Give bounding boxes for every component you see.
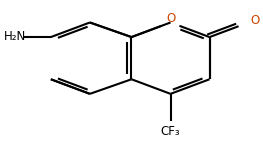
Text: O: O bbox=[250, 14, 260, 27]
Text: CF₃: CF₃ bbox=[161, 125, 180, 138]
Text: H₂N: H₂N bbox=[4, 30, 26, 43]
Text: O: O bbox=[166, 12, 175, 25]
